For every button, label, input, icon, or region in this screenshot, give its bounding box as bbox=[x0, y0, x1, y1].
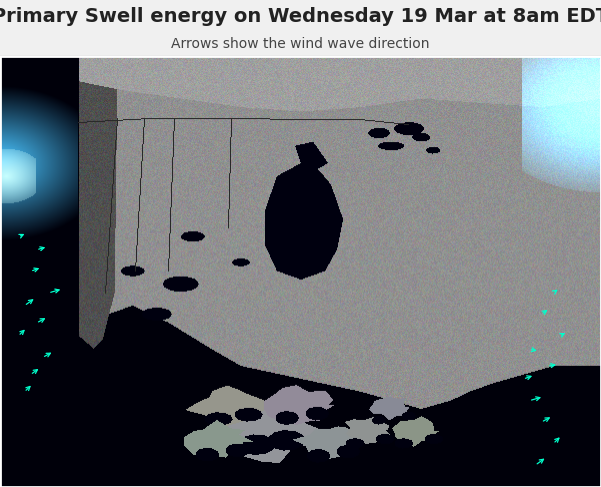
Text: Primary Swell energy on Wednesday 19 Mar at 8am EDT: Primary Swell energy on Wednesday 19 Mar… bbox=[0, 7, 601, 26]
Text: Arrows show the wind wave direction: Arrows show the wind wave direction bbox=[171, 37, 430, 51]
